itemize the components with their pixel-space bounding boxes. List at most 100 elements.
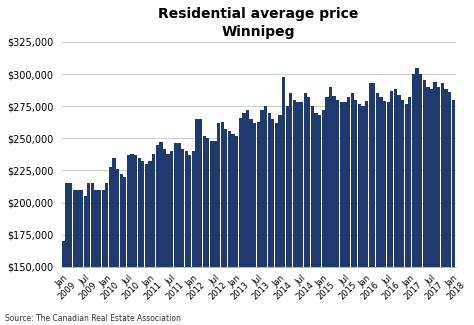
Bar [119,174,123,325]
Bar [304,93,307,325]
Title: Residential average price
Winnipeg: Residential average price Winnipeg [158,7,358,39]
Bar [80,190,83,325]
Bar [401,100,404,325]
Bar [307,97,310,325]
Bar [224,129,228,325]
Bar [177,143,181,325]
Bar [394,89,397,325]
Bar [434,82,437,325]
Bar [350,93,354,325]
Bar [199,119,202,325]
Bar [148,162,152,325]
Bar [62,241,65,325]
Bar [105,183,109,325]
Bar [112,158,116,325]
Bar [195,119,199,325]
Bar [76,190,80,325]
Bar [452,100,455,325]
Bar [253,123,256,325]
Bar [271,119,274,325]
Bar [329,87,332,325]
Bar [159,142,163,325]
Bar [98,190,101,325]
Bar [220,122,224,325]
Bar [181,149,184,325]
Bar [318,115,321,325]
Bar [91,183,94,325]
Bar [426,87,429,325]
Bar [155,145,159,325]
Bar [170,151,173,325]
Bar [289,93,292,325]
Bar [444,89,447,325]
Bar [361,106,365,325]
Bar [130,154,134,325]
Bar [116,169,119,325]
Bar [152,154,155,325]
Bar [285,106,289,325]
Bar [192,151,195,325]
Bar [206,138,210,325]
Bar [437,87,440,325]
Bar [340,102,343,325]
Bar [322,110,325,325]
Bar [231,135,235,325]
Bar [387,102,390,325]
Bar [235,136,238,325]
Bar [264,106,267,325]
Bar [228,131,231,325]
Bar [127,155,130,325]
Bar [249,119,253,325]
Bar [137,158,141,325]
Bar [173,143,177,325]
Bar [430,89,433,325]
Bar [441,83,444,325]
Bar [405,104,408,325]
Bar [397,95,401,325]
Bar [372,83,375,325]
Bar [314,113,318,325]
Bar [311,106,314,325]
Bar [383,101,386,325]
Bar [94,190,98,325]
Bar [184,151,188,325]
Bar [296,102,300,325]
Bar [69,183,73,325]
Bar [369,83,372,325]
Bar [73,190,76,325]
Bar [347,97,350,325]
Bar [278,115,282,325]
Bar [101,190,105,325]
Bar [419,74,422,325]
Bar [83,196,87,325]
Bar [336,100,339,325]
Bar [275,123,278,325]
Bar [145,164,148,325]
Bar [293,100,296,325]
Bar [412,74,415,325]
Bar [448,92,451,325]
Bar [202,136,206,325]
Bar [141,162,145,325]
Bar [260,110,264,325]
Bar [343,102,346,325]
Bar [415,68,419,325]
Bar [134,155,137,325]
Bar [166,154,170,325]
Bar [217,123,220,325]
Bar [213,141,217,325]
Bar [354,100,357,325]
Bar [365,101,368,325]
Bar [376,93,379,325]
Bar [257,122,260,325]
Bar [325,97,328,325]
Bar [246,110,249,325]
Bar [358,104,361,325]
Bar [423,81,426,325]
Bar [282,77,285,325]
Bar [210,141,213,325]
Bar [390,91,393,325]
Bar [267,113,271,325]
Bar [408,97,411,325]
Bar [163,149,166,325]
